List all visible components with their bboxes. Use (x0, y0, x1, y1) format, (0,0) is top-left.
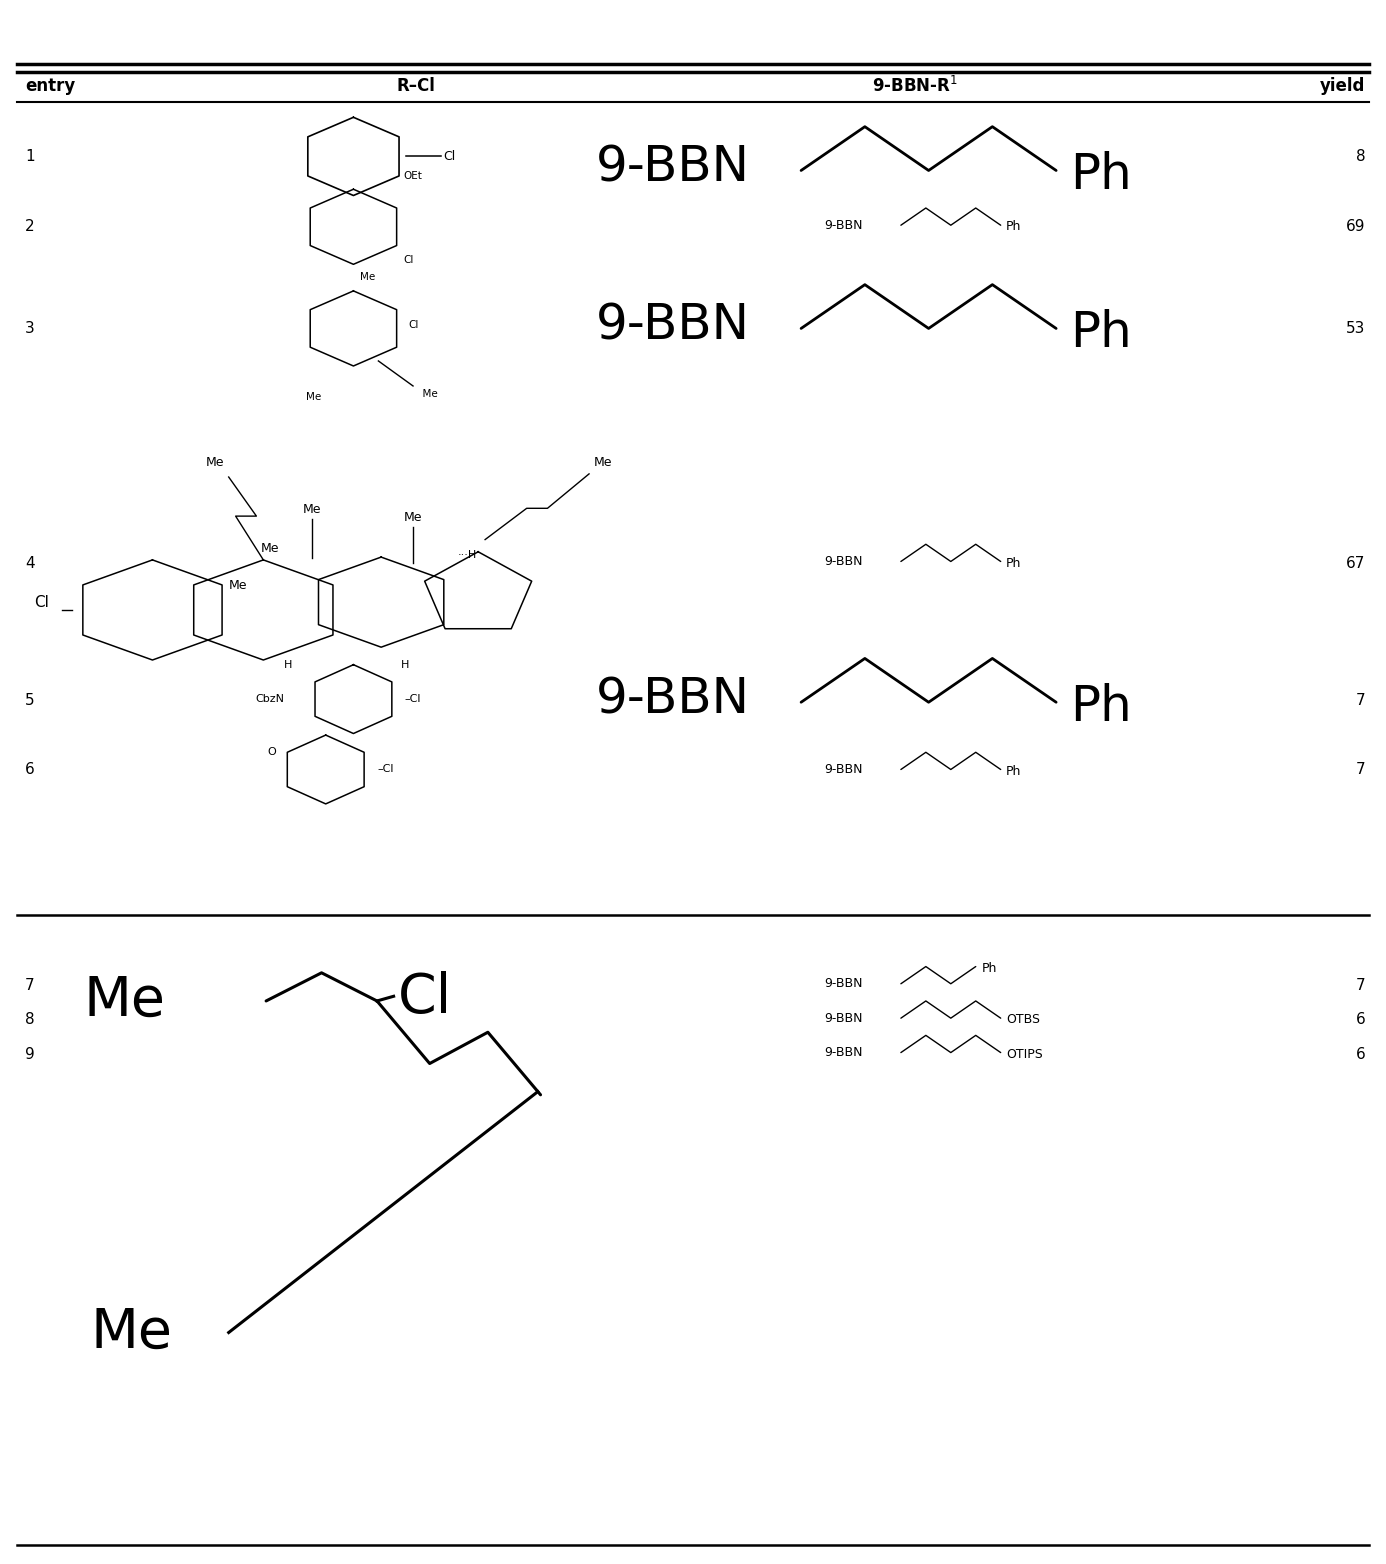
Text: Me: Me (302, 504, 322, 516)
Text: 8: 8 (25, 1012, 35, 1028)
Text: Ph: Ph (1006, 221, 1021, 233)
Text: 9-BBN: 9-BBN (596, 302, 750, 349)
Text: 5: 5 (25, 693, 35, 708)
Text: 9-BBN: 9-BBN (825, 763, 863, 776)
Text: Me: Me (360, 272, 376, 282)
Text: 7: 7 (1356, 693, 1365, 708)
Text: 4: 4 (25, 555, 35, 571)
Text: Ph: Ph (1070, 152, 1132, 199)
Text: Cl: Cl (409, 321, 419, 330)
Text: Me: Me (229, 579, 248, 591)
Text: CbzN: CbzN (255, 694, 284, 704)
Text: R–Cl: R–Cl (396, 77, 435, 95)
Text: 7: 7 (1356, 978, 1365, 993)
Text: Cl: Cl (444, 150, 456, 163)
Text: 7: 7 (1356, 762, 1365, 777)
Text: –Cl: –Cl (377, 765, 394, 774)
Text: Me: Me (90, 1306, 172, 1359)
Text: OTIPS: OTIPS (1006, 1048, 1044, 1060)
Text: 6: 6 (1356, 1046, 1365, 1062)
Text: 9-BBN: 9-BBN (596, 144, 750, 191)
Text: H: H (284, 660, 292, 669)
Text: Ph: Ph (1006, 765, 1021, 777)
Text: 9: 9 (25, 1046, 35, 1062)
Text: entry: entry (25, 77, 75, 95)
Text: 53: 53 (1346, 321, 1365, 336)
Text: 9-BBN: 9-BBN (825, 219, 863, 231)
Text: Ph: Ph (1070, 310, 1132, 357)
Text: 69: 69 (1346, 219, 1365, 235)
Text: Ph: Ph (981, 962, 997, 974)
Text: OEt: OEt (403, 172, 423, 181)
Text: yield: yield (1319, 77, 1365, 95)
Text: 9-BBN: 9-BBN (825, 555, 863, 568)
Text: 9-BBN: 9-BBN (825, 978, 863, 990)
Text: Me: Me (83, 974, 165, 1028)
Text: Me: Me (205, 457, 225, 469)
Text: Me: Me (416, 389, 438, 399)
Text: 7: 7 (25, 978, 35, 993)
Text: 6: 6 (1356, 1012, 1365, 1028)
Text: Cl: Cl (403, 255, 414, 264)
Text: 9-BBN-R$^1$: 9-BBN-R$^1$ (872, 77, 958, 95)
Text: Me: Me (261, 543, 280, 555)
Text: OTBS: OTBS (1006, 1013, 1041, 1026)
Text: –Cl: –Cl (405, 694, 421, 704)
Text: 2: 2 (25, 219, 35, 235)
Text: ···H: ···H (457, 551, 477, 560)
Text: Cl: Cl (398, 971, 452, 1024)
Text: Ph: Ph (1070, 683, 1132, 730)
Text: Cl: Cl (33, 594, 49, 610)
Text: Me: Me (306, 393, 322, 402)
Text: 8: 8 (1356, 149, 1365, 164)
Text: O: O (267, 748, 276, 757)
Text: Me: Me (403, 511, 423, 524)
Text: 9-BBN: 9-BBN (596, 676, 750, 723)
Text: 9-BBN: 9-BBN (825, 1012, 863, 1024)
Text: 6: 6 (25, 762, 35, 777)
Text: Me: Me (593, 457, 613, 469)
Text: Ph: Ph (1006, 557, 1021, 569)
Text: H: H (401, 660, 409, 669)
Text: 3: 3 (25, 321, 35, 336)
Text: 9-BBN: 9-BBN (825, 1046, 863, 1059)
Text: 1: 1 (25, 149, 35, 164)
Text: 67: 67 (1346, 555, 1365, 571)
